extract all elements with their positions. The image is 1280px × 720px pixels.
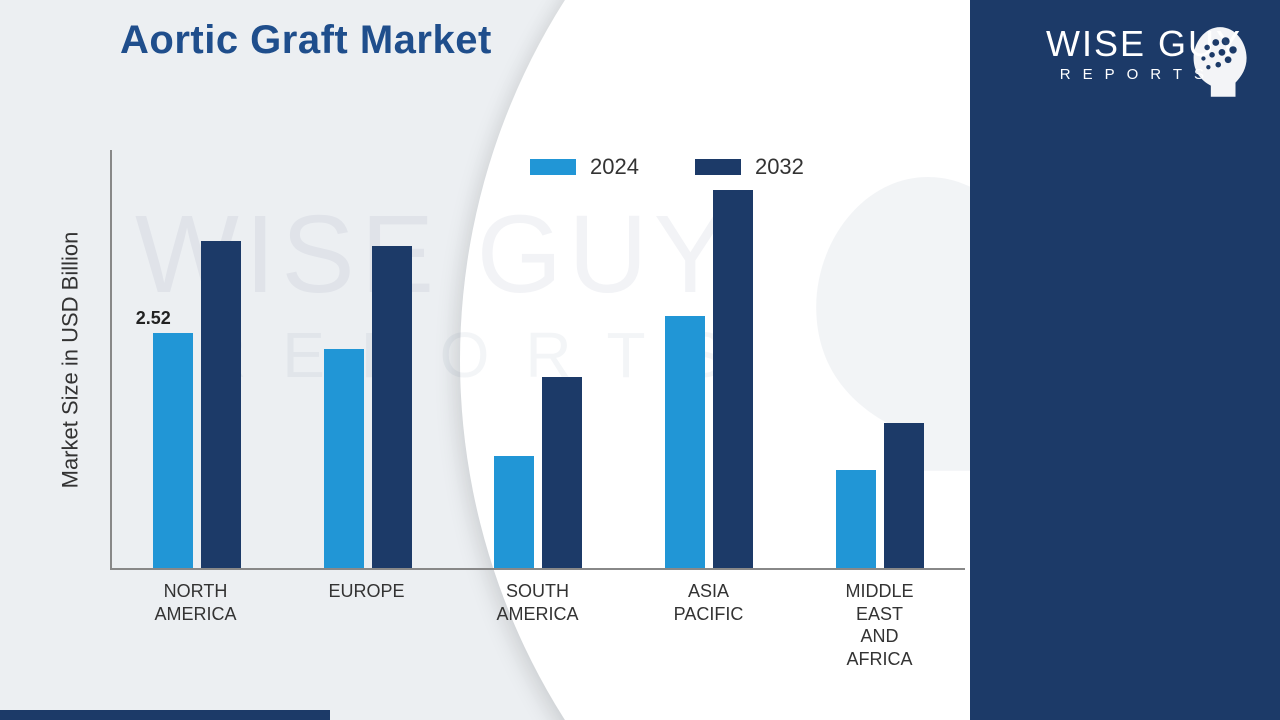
bar-group [624,150,795,568]
y-axis-label-text: Market Size in USD Billion [57,232,83,489]
bar [542,377,582,568]
y-axis-label: Market Size in USD Billion [55,150,85,570]
brand-head-icon [1186,24,1248,98]
chart-title: Aortic Graft Market [120,18,492,63]
page-root: WISE GUY REPORTS Aortic Graft Market WIS… [0,0,1280,720]
x-axis-labels: NORTHAMERICAEUROPESOUTHAMERICAASIAPACIFI… [110,574,965,670]
x-axis-label: ASIAPACIFIC [623,574,794,670]
bar [201,241,241,568]
bar-group [283,150,454,568]
bar-groups: 2.52 [112,150,965,568]
bar [324,349,364,568]
bar [836,470,876,568]
bar [665,316,705,568]
bar-data-label: 2.52 [113,308,193,329]
bar [153,333,193,568]
x-axis-label: NORTHAMERICA [110,574,281,670]
bar [372,246,412,568]
bar [494,456,534,568]
bar-chart: Market Size in USD Billion 2.52 NORTHAME… [55,150,975,690]
right-navy-panel [970,0,1280,720]
x-axis-label: MIDDLEEASTANDAFRICA [794,574,965,670]
bar-group [794,150,965,568]
bar [713,190,753,568]
bottom-navy-strip [0,710,330,720]
x-axis-label: EUROPE [281,574,452,670]
plot-area: 2.52 [110,150,965,570]
bar-group [453,150,624,568]
brand-logo: WISE GUY REPORTS [1046,26,1242,83]
bar [884,423,924,568]
bar-group: 2.52 [112,150,283,568]
x-axis-label: SOUTHAMERICA [452,574,623,670]
